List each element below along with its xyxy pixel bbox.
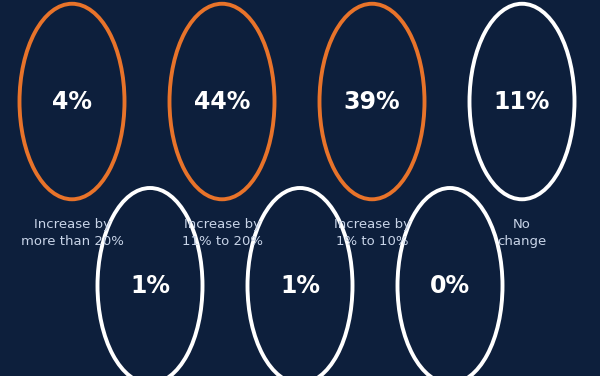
Text: 0%: 0% (430, 274, 470, 298)
Text: No
change: No change (497, 218, 547, 248)
Text: 11%: 11% (494, 89, 550, 114)
Text: Increase by
1% to 10%: Increase by 1% to 10% (334, 218, 410, 248)
Text: Increase by
11% to 20%: Increase by 11% to 20% (182, 218, 263, 248)
Text: 39%: 39% (344, 89, 400, 114)
Text: 1%: 1% (130, 274, 170, 298)
Text: Increase by
more than 20%: Increase by more than 20% (20, 218, 124, 248)
Text: 44%: 44% (194, 89, 250, 114)
Text: 1%: 1% (280, 274, 320, 298)
Text: 4%: 4% (52, 89, 92, 114)
